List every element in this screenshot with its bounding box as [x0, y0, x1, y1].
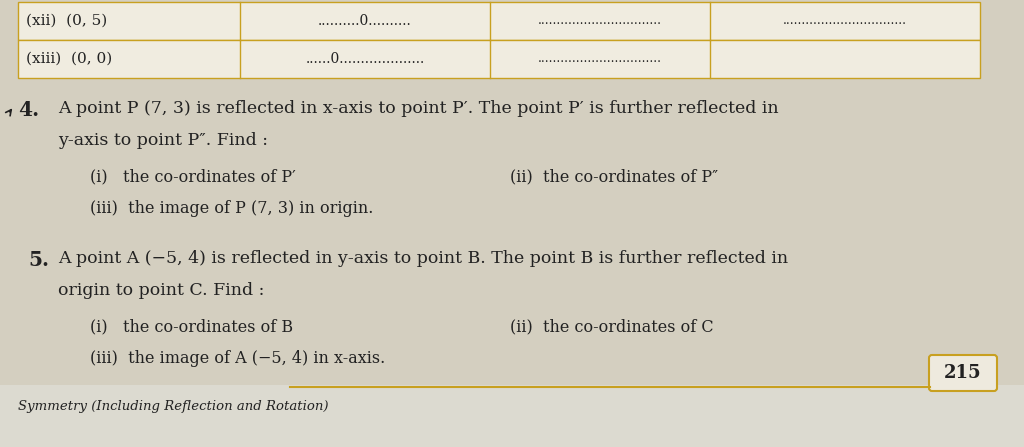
Text: (xiii)  (0, 0): (xiii) (0, 0) [26, 52, 113, 66]
Text: (iii)  the image of P (7, 3) in origin.: (iii) the image of P (7, 3) in origin. [90, 200, 374, 217]
Text: 5.: 5. [28, 250, 49, 270]
FancyBboxPatch shape [929, 355, 997, 391]
Text: (xii)  (0, 5): (xii) (0, 5) [26, 14, 108, 28]
Text: ................................: ................................ [538, 52, 662, 66]
Text: (i)   the co-ordinates of B: (i) the co-ordinates of B [90, 318, 293, 335]
Text: A point A (−5, 4) is reflected in y-axis to point B. The point B is further refl: A point A (−5, 4) is reflected in y-axis… [58, 250, 788, 267]
Text: ................................: ................................ [783, 14, 907, 28]
Text: origin to point C. Find :: origin to point C. Find : [58, 282, 264, 299]
Text: (iii)  the image of A (−5, 4) in x-axis.: (iii) the image of A (−5, 4) in x-axis. [90, 350, 385, 367]
Bar [0, 385, 1024, 447]
Text: A point P (7, 3) is reflected in x-axis to point P′. The point P′ is further ref: A point P (7, 3) is reflected in x-axis … [58, 100, 778, 117]
Bar [18, 2, 980, 40]
Text: (ii)  the co-ordinates of C: (ii) the co-ordinates of C [510, 318, 714, 335]
Bar [18, 40, 980, 78]
Text: ..........0..........: ..........0.......... [318, 14, 412, 28]
Text: 215: 215 [944, 364, 982, 382]
Text: 4.: 4. [18, 100, 39, 120]
Text: ................................: ................................ [538, 14, 662, 28]
Text: (ii)  the co-ordinates of P″: (ii) the co-ordinates of P″ [510, 168, 718, 185]
Text: y-axis to point P″. Find :: y-axis to point P″. Find : [58, 132, 268, 149]
Text: ......0....................: ......0.................... [305, 52, 425, 66]
Text: (i)   the co-ordinates of P′: (i) the co-ordinates of P′ [90, 168, 296, 185]
Text: Symmetry (Including Reflection and Rotation): Symmetry (Including Reflection and Rotat… [18, 400, 329, 413]
